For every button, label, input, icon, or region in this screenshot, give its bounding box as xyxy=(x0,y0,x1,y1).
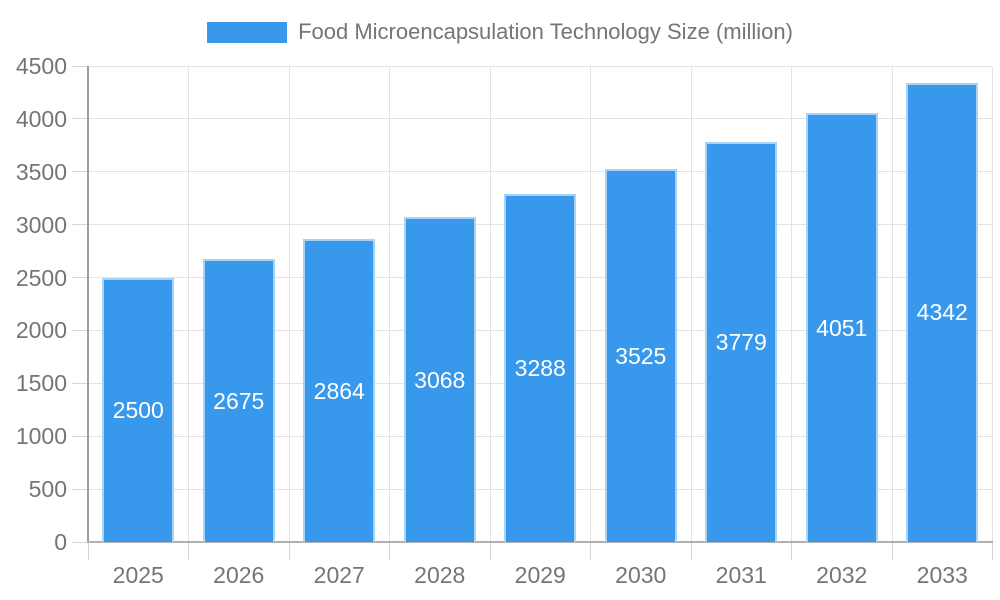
x-axis-tick xyxy=(992,542,993,560)
y-axis-tick xyxy=(72,171,88,173)
x-axis-line xyxy=(87,541,993,543)
y-axis-tick xyxy=(72,488,88,490)
bar-2025[interactable] xyxy=(102,277,175,542)
x-axis-tick-label: 2028 xyxy=(414,562,466,588)
y-axis-tick xyxy=(72,541,88,543)
x-axis-tick-label: 2033 xyxy=(916,562,968,588)
x-axis-tick xyxy=(690,542,692,560)
v-gridline xyxy=(188,66,189,542)
y-axis-tick-label: 2000 xyxy=(15,317,67,344)
y-axis-tick-label: 500 xyxy=(28,476,67,503)
bar-2026[interactable] xyxy=(202,259,275,542)
x-axis-tick-label: 2026 xyxy=(213,562,265,588)
x-axis-tick-label: 2027 xyxy=(313,562,365,588)
bar-value-label: 4342 xyxy=(916,299,968,326)
bar-2028[interactable] xyxy=(403,217,476,542)
v-gridline xyxy=(791,66,792,542)
y-axis-tick-label: 3500 xyxy=(15,158,67,185)
bar-value-label: 2864 xyxy=(313,377,365,404)
x-axis-tick xyxy=(489,542,491,560)
v-gridline xyxy=(389,66,390,542)
bar-value-label: 3525 xyxy=(615,342,667,369)
bar-value-label: 3068 xyxy=(414,366,466,393)
y-axis-tick xyxy=(72,435,88,437)
h-gridline xyxy=(88,171,993,173)
bar-value-label: 2675 xyxy=(213,387,265,414)
bar-2033[interactable] xyxy=(906,82,979,542)
y-axis-tick-label: 1000 xyxy=(15,423,67,450)
y-axis-tick-label: 4000 xyxy=(15,105,67,132)
legend-label: Food Microencapsulation Technology Size … xyxy=(298,19,793,44)
x-axis-tick xyxy=(87,542,89,560)
y-axis-tick xyxy=(72,382,88,384)
v-gridline xyxy=(288,66,290,542)
v-gridline xyxy=(992,66,993,542)
v-gridline xyxy=(891,66,893,542)
y-axis-line xyxy=(87,66,89,543)
y-axis-tick-label: 0 xyxy=(54,529,67,555)
bar-2032[interactable] xyxy=(805,113,878,542)
x-axis-tick xyxy=(188,542,189,560)
y-axis-tick-label: 2500 xyxy=(15,264,67,291)
bar-value-label: 4051 xyxy=(816,314,868,341)
v-gridline xyxy=(489,66,491,542)
y-axis-tick-label: 4500 xyxy=(15,53,67,79)
h-gridline xyxy=(88,65,993,67)
y-axis-tick xyxy=(72,118,88,120)
x-axis-tick-label: 2030 xyxy=(615,562,667,588)
x-axis-tick-label: 2031 xyxy=(715,562,767,588)
bar-2029[interactable] xyxy=(504,194,577,542)
x-axis-tick xyxy=(288,542,290,560)
x-axis-tick xyxy=(891,542,893,560)
v-gridline xyxy=(690,66,692,542)
x-axis-tick xyxy=(791,542,792,560)
y-axis-tick xyxy=(72,277,88,279)
y-axis-tick-label: 3000 xyxy=(15,211,67,238)
bar-value-label: 2500 xyxy=(112,396,164,423)
y-axis-tick xyxy=(72,329,88,331)
v-gridline xyxy=(590,66,591,542)
y-axis-tick xyxy=(72,65,88,67)
bar-2031[interactable] xyxy=(705,142,778,542)
h-gridline xyxy=(88,118,993,120)
bar-2030[interactable] xyxy=(604,169,677,542)
legend-swatch xyxy=(207,21,288,43)
x-axis-tick-label: 2025 xyxy=(112,562,164,588)
y-axis-tick xyxy=(72,224,88,226)
y-axis-tick-label: 1500 xyxy=(15,370,67,397)
bar-2027[interactable] xyxy=(303,239,376,542)
legend[interactable]: Food Microencapsulation Technology Size … xyxy=(0,20,1000,44)
x-axis-tick xyxy=(389,542,390,560)
x-axis-tick-label: 2029 xyxy=(514,562,566,588)
bar-value-label: 3779 xyxy=(715,329,767,356)
bar-value-label: 3288 xyxy=(514,355,566,382)
x-axis-tick-label: 2032 xyxy=(816,562,868,588)
x-axis-tick xyxy=(590,542,591,560)
